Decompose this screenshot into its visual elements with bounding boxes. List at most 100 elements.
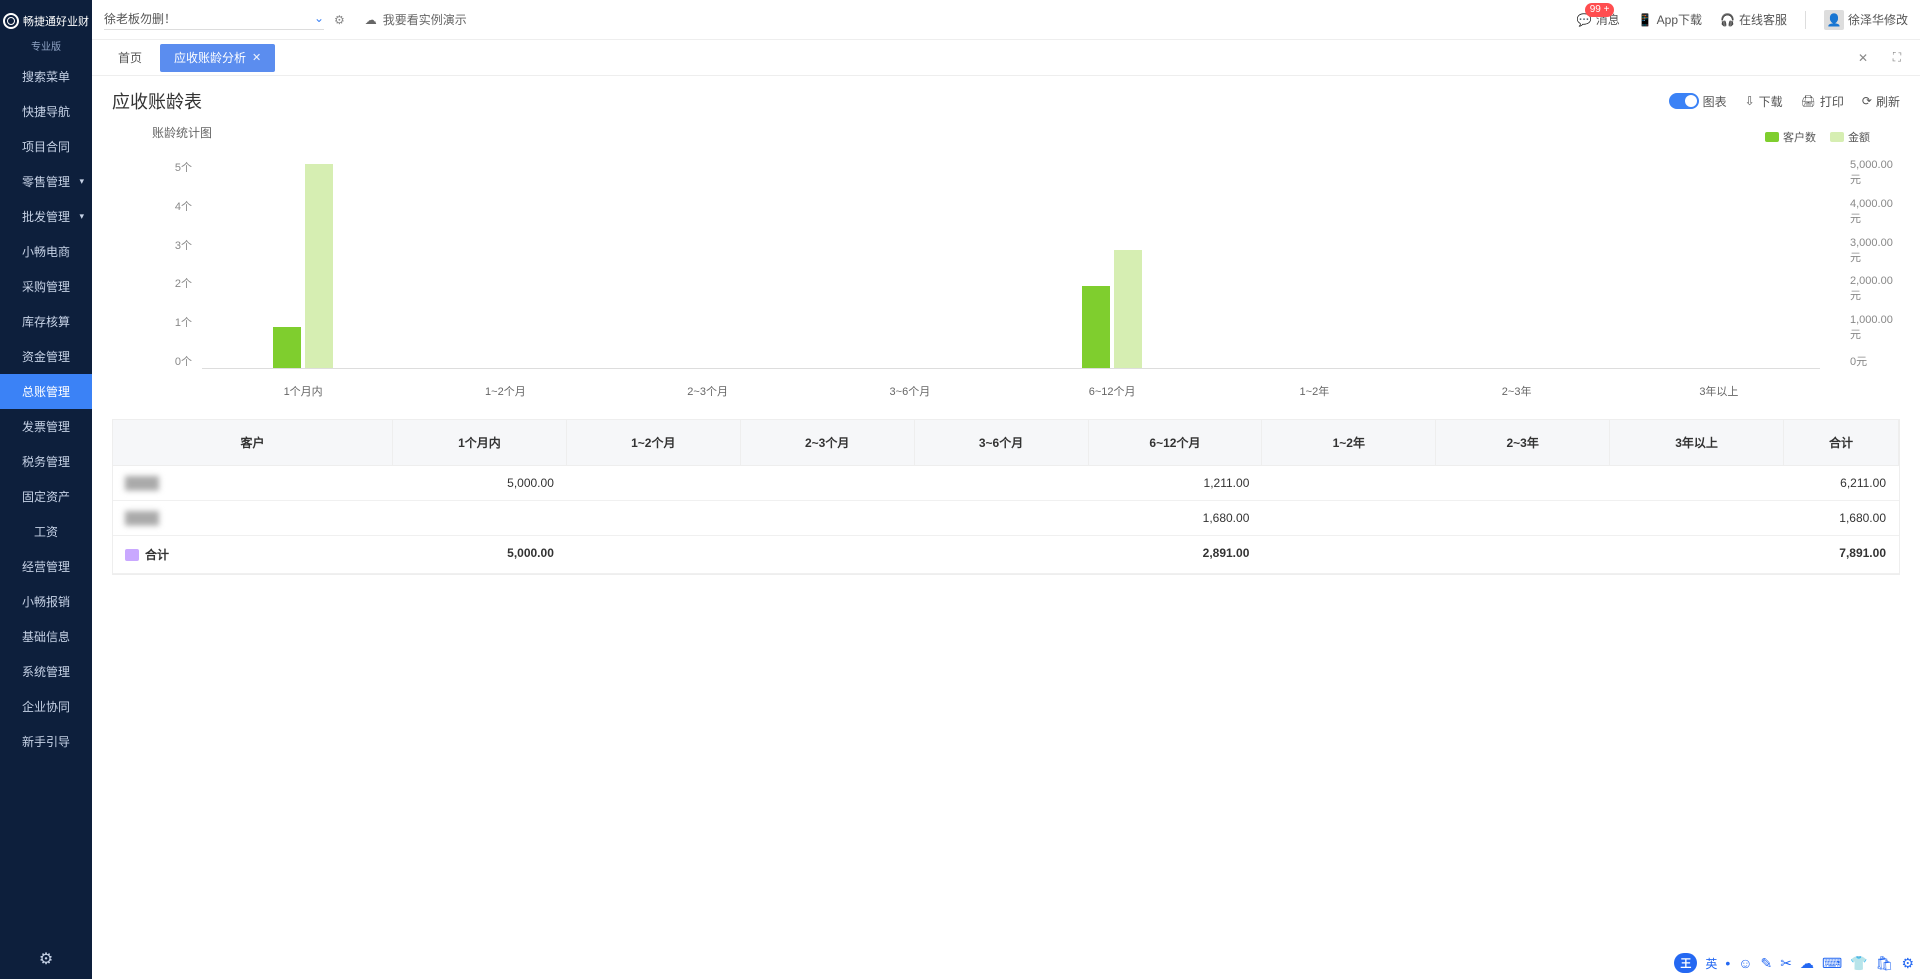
sidebar-item-10[interactable]: 发票管理 [0,409,92,444]
table-body: ████5,000.001,211.006,211.00████1,680.00… [113,466,1899,574]
sidebar-item-8[interactable]: 资金管理 [0,339,92,374]
x-label: 3~6个月 [809,383,1011,399]
sidebar-item-14[interactable]: 经营管理 [0,549,92,584]
app-download-button[interactable]: 📱 App下载 [1638,11,1702,28]
os-icon-person[interactable]: 👕 [1850,955,1867,972]
sidebar-item-13[interactable]: 工资 [0,514,92,549]
cell-value [741,466,915,500]
demo-label: 我要看实例演示 [383,11,467,28]
cell-value [1262,501,1436,535]
cell-value [1610,501,1784,535]
sidebar-item-4[interactable]: 批发管理▾ [0,199,92,234]
sidebar-item-1[interactable]: 快捷导航 [0,94,92,129]
cell-value [1262,536,1436,573]
os-icon-edit[interactable]: ✎ [1761,955,1773,972]
y-right-tick: 0元 [1850,353,1900,369]
sidebar-item-9[interactable]: 总账管理 [0,374,92,409]
sidebar-item-6[interactable]: 采购管理 [0,269,92,304]
headset-icon: 🎧 [1720,13,1735,27]
user-menu[interactable]: 👤 徐泽华修改 [1824,10,1908,30]
chart-toggle[interactable]: 图表 [1669,93,1727,110]
cell-value: 1,680.00 [1089,501,1263,535]
brand-edition: 专业版 [0,38,92,53]
online-service-button[interactable]: 🎧 在线客服 [1720,11,1787,28]
sidebar-item-12[interactable]: 固定资产 [0,479,92,514]
tab-0[interactable]: 首页 [104,44,156,72]
cell-value [1262,466,1436,500]
cell-value [915,466,1089,500]
refresh-label: 刷新 [1876,93,1900,110]
account-selector[interactable]: 徐老板勿删！ ⌄ [104,10,324,30]
cell-value: 5,000.00 [393,466,567,500]
os-ime-bar: 王 英 • ☺ ✎ ✂ ☁ ⌨ 👕 🛍 ⚙ [1674,953,1914,973]
chart-container: 账龄统计图 客户数 金额 5个4个3个2个1个0个 5,00 [152,124,1870,399]
sidebar-item-18[interactable]: 企业协同 [0,689,92,724]
table-col-header: 1~2个月 [567,420,741,465]
os-icon-gear[interactable]: ⚙ [1901,955,1914,972]
os-icon-cloud[interactable]: ☁ [1800,955,1814,972]
y-axis-right: 5,000.00元4,000.00元3,000.00元2,000.00元1,00… [1850,159,1900,369]
download-button[interactable]: ⇩ 下载 [1745,93,1783,110]
sidebar-item-15[interactable]: 小畅报销 [0,584,92,619]
os-icon-cut[interactable]: ✂ [1780,955,1792,972]
y-left-tick: 0个 [142,353,192,369]
tab-1[interactable]: 应收账龄分析 ✕ [160,44,275,72]
settings-icon[interactable]: ⚙ [39,949,53,969]
tab-close-icon[interactable]: ✕ [252,51,261,64]
service-label: 在线客服 [1739,11,1787,28]
table-col-header: 6~12个月 [1089,420,1263,465]
fullscreen-icon[interactable]: ⛶ [1886,47,1908,69]
tab-label: 应收账龄分析 [174,49,246,66]
cell-value: 5,000.00 [393,536,567,573]
chevron-down-icon: ⌄ [314,11,324,25]
sidebar-item-19[interactable]: 新手引导 [0,724,92,759]
cell-customer: ████ [113,466,393,500]
toggle-switch[interactable] [1669,93,1699,109]
account-settings-icon[interactable]: ⚙ [334,13,345,27]
cell-value [567,466,741,500]
y-right-tick: 4,000.00元 [1850,198,1900,226]
sidebar-item-16[interactable]: 基础信息 [0,619,92,654]
x-label: 2~3个月 [607,383,809,399]
phone-icon: 📱 [1638,13,1653,27]
close-all-tabs-icon[interactable]: ✕ [1852,47,1874,69]
table-row: ████1,680.001,680.00 [113,501,1899,536]
logo-icon [3,13,19,29]
messages-button[interactable]: 💬 消息 99 + [1577,11,1620,28]
sidebar-item-17[interactable]: 系统管理 [0,654,92,689]
cell-value [915,536,1089,573]
sidebar-item-0[interactable]: 搜索菜单 [0,59,92,94]
topbar: 徐老板勿删！ ⌄ ⚙ ☁ 我要看实例演示 💬 消息 99 + 📱 App下载 [92,0,1920,40]
os-icon-smile[interactable]: ☺ [1738,955,1752,971]
sidebar: 畅捷通好业财 专业版 搜索菜单快捷导航项目合同零售管理▾批发管理▾小畅电商采购管… [0,0,92,979]
chart-toggle-label: 图表 [1703,93,1727,110]
ime-lang[interactable]: 英 [1705,955,1717,972]
ime-indicator[interactable]: 王 [1674,953,1697,973]
y-right-tick: 1,000.00元 [1850,314,1900,342]
sidebar-item-3[interactable]: 零售管理▾ [0,164,92,199]
table-col-header: 1个月内 [393,420,567,465]
table-row: ████5,000.001,211.006,211.00 [113,466,1899,501]
tabbar: 首页 应收账龄分析 ✕ ✕ ⛶ [92,40,1920,76]
data-table: 客户1个月内1~2个月2~3个月3~6个月6~12个月1~2年2~3年3年以上合… [112,419,1900,575]
bar-amount [305,164,333,368]
sidebar-item-7[interactable]: 库存核算 [0,304,92,339]
x-axis: 1个月内1~2个月2~3个月3~6个月6~12个月1~2年2~3年3年以上 [202,383,1820,399]
table-header: 客户1个月内1~2个月2~3个月3~6个月6~12个月1~2年2~3年3年以上合… [113,420,1899,466]
page-header: 应收账龄表 图表 ⇩ 下载 🖨 打印 ⟳ [112,88,1900,114]
sidebar-item-11[interactable]: 税务管理 [0,444,92,479]
divider [1805,11,1806,29]
account-name: 徐老板勿删！ [104,10,176,27]
customer-name: ████ [125,511,159,525]
sidebar-item-2[interactable]: 项目合同 [0,129,92,164]
demo-link[interactable]: ☁ 我要看实例演示 [365,11,467,28]
brand-name: 畅捷通好业财 [23,13,89,29]
os-icon-bag[interactable]: 🛍 [1876,955,1894,972]
sidebar-item-5[interactable]: 小畅电商 [0,234,92,269]
os-icon-kbd[interactable]: ⌨ [1822,955,1842,972]
os-icon-1[interactable]: • [1725,955,1730,971]
table-col-header: 客户 [113,420,393,465]
print-button[interactable]: 🖨 打印 [1801,93,1844,110]
refresh-button[interactable]: ⟳ 刷新 [1862,93,1900,110]
cell-value [1436,466,1610,500]
